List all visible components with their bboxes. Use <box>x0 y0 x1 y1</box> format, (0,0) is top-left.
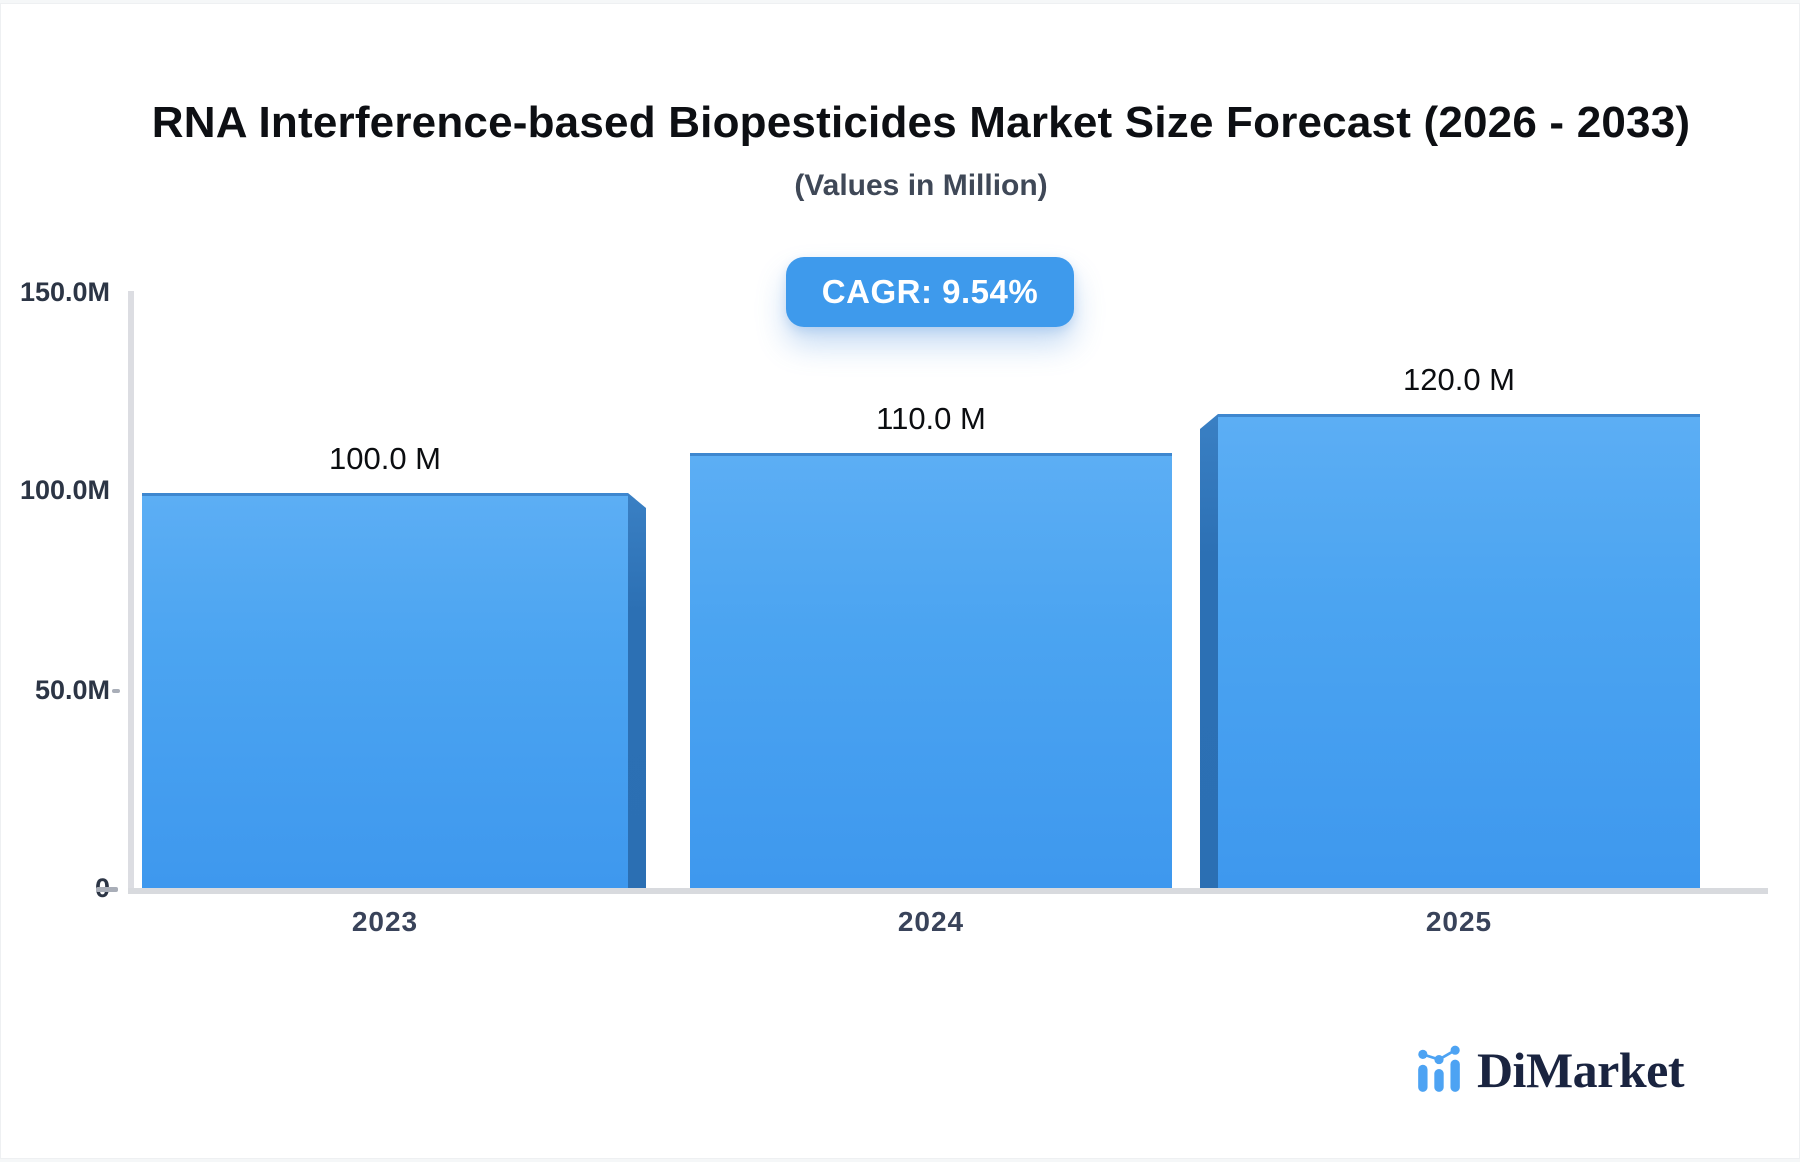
y-axis-line <box>128 291 134 894</box>
bar-2024[interactable]: 110.0 M <box>690 401 1172 888</box>
cagr-badge: CAGR: 9.54% <box>786 257 1074 327</box>
y-tick-label-50: 50.0M <box>34 675 110 705</box>
bar-side-face-2023 <box>628 493 646 888</box>
bar-value-label: 100.0 M <box>328 441 441 476</box>
x-axis-line <box>128 888 1768 894</box>
bar-face-2024[interactable] <box>690 453 1172 888</box>
bar-value-label: 110.0 M <box>876 401 986 436</box>
y-tick-label-150: 150.0M <box>19 277 110 307</box>
y-tick-label-0: 0 <box>0 873 110 905</box>
x-tick-label-2025: 2025 <box>1425 906 1493 937</box>
x-tick-label-2024: 2024 <box>897 906 965 937</box>
y-tick-mark-50 <box>112 689 120 693</box>
bar-2023[interactable]: 100.0 M <box>142 441 646 888</box>
chart-subtitle: (Values in Million) <box>794 169 1048 202</box>
bar-chart-trend-icon <box>1414 1045 1464 1095</box>
y-tick-mark-0 <box>96 887 118 892</box>
x-tick-label-2023: 2023 <box>351 906 419 937</box>
bar-side-face-2025 <box>1200 414 1218 888</box>
bar-value-label: 120.0 M <box>1402 362 1515 397</box>
bar-face-2025[interactable] <box>1218 414 1700 888</box>
bar-2025[interactable]: 120.0 M <box>1200 362 1700 888</box>
chart-title: RNA Interference-based Biopesticides Mar… <box>151 98 1691 147</box>
logo-text: DiMarket <box>1476 1042 1685 1098</box>
bar-face-2023[interactable] <box>142 493 628 888</box>
y-tick-label-100: 100.0M <box>19 475 110 505</box>
dimarket-logo: DiMarket <box>1414 1041 1685 1099</box>
